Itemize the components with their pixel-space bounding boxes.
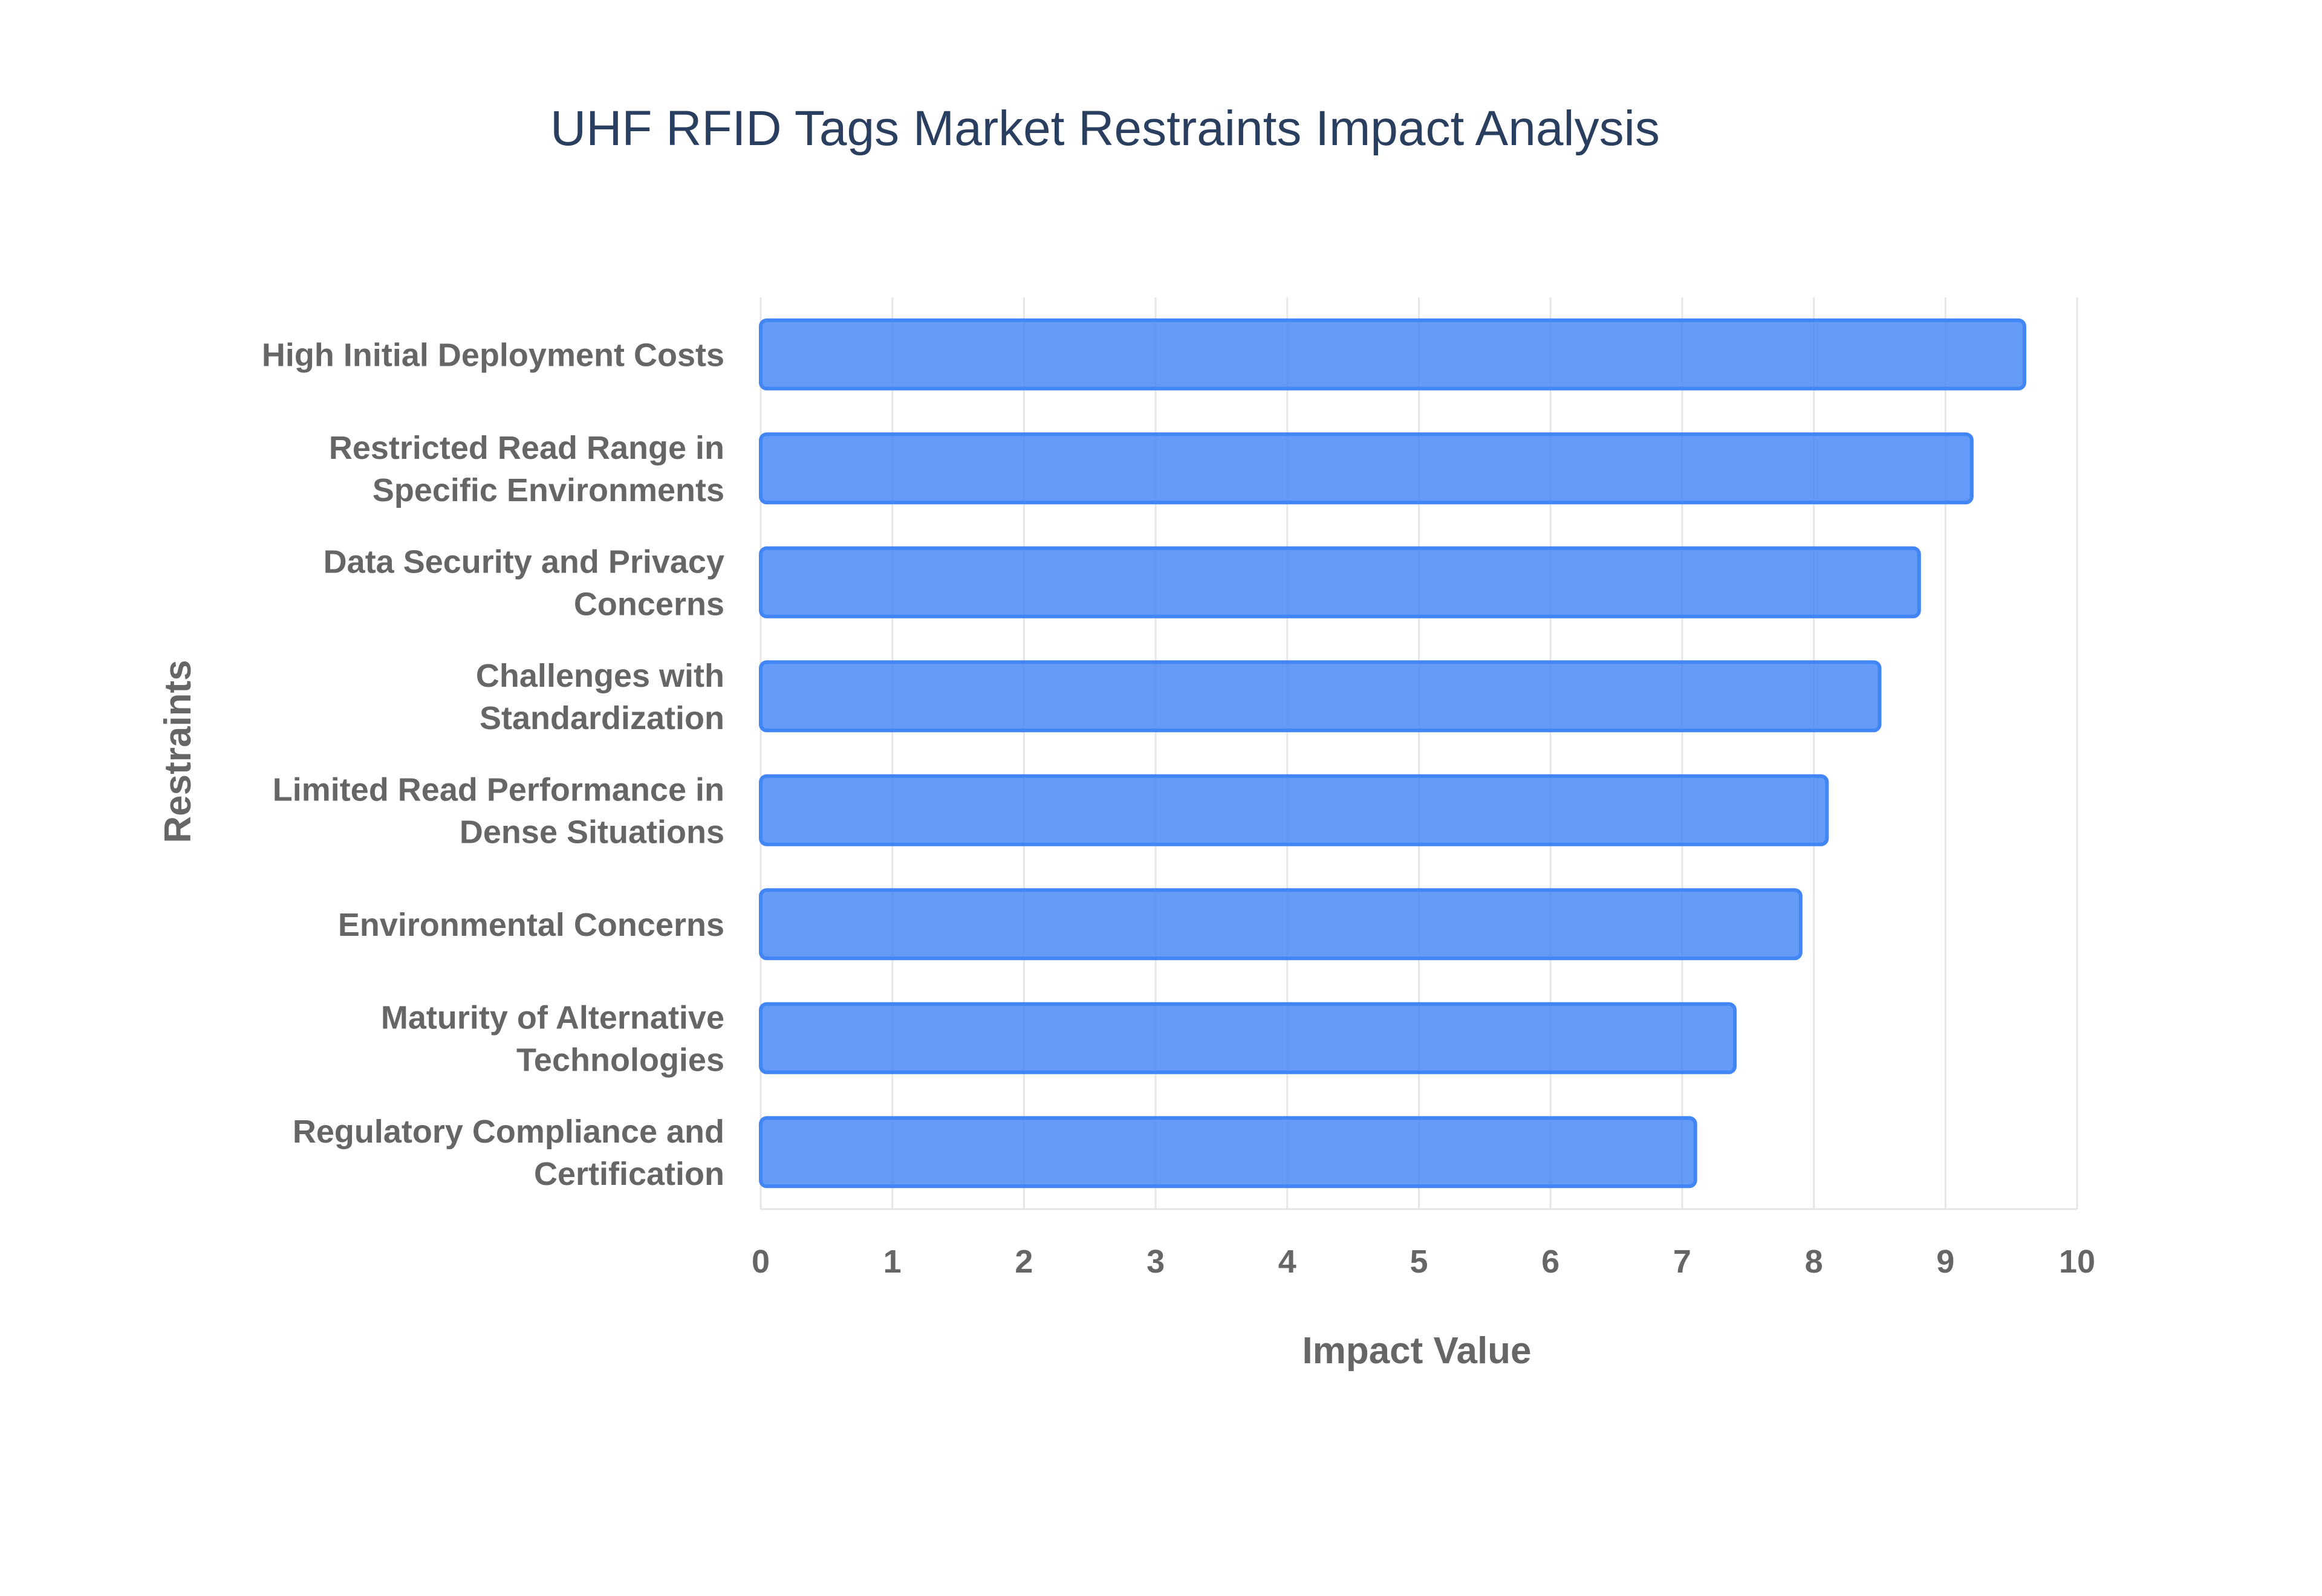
y-tick-label-line: Specific Environments: [372, 472, 724, 508]
y-tick-label: Data Security and Privacy Concerns: [324, 543, 724, 622]
y-tick-label: Environmental Concerns: [338, 907, 724, 943]
x-tick-label: 7: [1673, 1244, 1691, 1280]
y-tick-label-line: Data Security and Privacy: [324, 543, 724, 580]
y-tick-label-line: High Initial Deployment Costs: [262, 337, 724, 373]
x-tick-label: 6: [1541, 1244, 1559, 1280]
y-tick-label-line: Concerns: [574, 586, 724, 622]
bar: [759, 432, 1974, 505]
x-axis-label: Impact Value: [1302, 1330, 1531, 1372]
bar: [759, 1116, 1697, 1189]
y-tick-label-line: Dense Situations: [460, 814, 724, 850]
y-tick-label: Challenges with Standardization: [476, 658, 724, 736]
bars: [759, 318, 2026, 1189]
x-axis-ticks: 0 1 2 3 4 5 6 7 8 9 10: [752, 1244, 2095, 1280]
y-tick-label: Regulatory Compliance and Certification: [293, 1114, 724, 1192]
y-tick-label: Maturity of Alternative Technologies: [381, 999, 724, 1078]
y-tick-label-line: Limited Read Performance in: [273, 771, 724, 808]
y-tick-label-line: Maturity of Alternative: [381, 999, 724, 1036]
x-tick-label: 4: [1278, 1244, 1296, 1280]
x-tick-label: 5: [1410, 1244, 1428, 1280]
x-tick-label: 0: [752, 1244, 770, 1280]
x-tick-label: 3: [1146, 1244, 1165, 1280]
x-tick-label: 2: [1015, 1244, 1033, 1280]
bar: [759, 888, 1803, 961]
chart-title: UHF RFID Tags Market Restraints Impact A…: [550, 101, 1660, 156]
x-tick-label: 1: [883, 1244, 902, 1280]
y-tick-label-line: Standardization: [480, 700, 724, 736]
bar: [759, 1002, 1737, 1074]
x-tick-label: 8: [1805, 1244, 1823, 1280]
y-tick-label: High Initial Deployment Costs: [262, 337, 724, 373]
y-tick-label-line: Restricted Read Range in: [329, 430, 724, 466]
y-tick-label: Restricted Read Range in Specific Environ…: [329, 430, 724, 508]
y-tick-label-line: Challenges with: [476, 658, 724, 694]
x-tick-label: 10: [2059, 1244, 2095, 1280]
bar: [759, 318, 2026, 391]
y-tick-label-line: Regulatory Compliance and: [293, 1114, 724, 1150]
y-tick-label-line: Technologies: [516, 1042, 724, 1078]
y-axis-ticks: High Initial Deployment Costs Restricted …: [262, 337, 724, 1192]
y-tick-label-line: Certification: [534, 1156, 724, 1192]
bar: [759, 660, 1882, 733]
bar: [759, 774, 1829, 846]
y-tick-label-line: Environmental Concerns: [338, 907, 724, 943]
y-axis-label: Restraints: [157, 660, 199, 843]
bar: [759, 546, 1921, 618]
y-tick-label: Limited Read Performance in Dense Situati…: [273, 771, 724, 850]
x-tick-label: 9: [1936, 1244, 1954, 1280]
